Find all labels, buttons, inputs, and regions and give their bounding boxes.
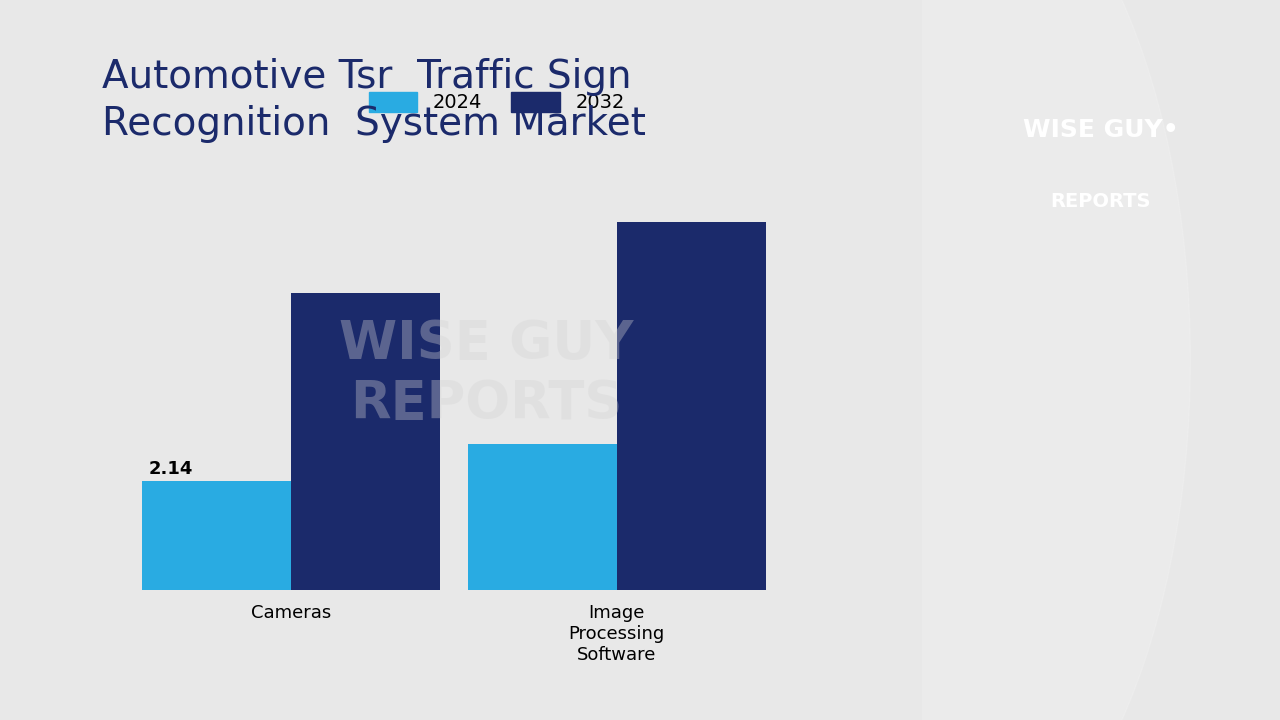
Text: REPORTS: REPORTS <box>1051 192 1151 211</box>
Legend: 2024, 2032: 2024, 2032 <box>361 84 632 120</box>
Text: 2.14: 2.14 <box>148 460 193 478</box>
Bar <box>142 481 291 590</box>
Text: WISE GUY
REPORTS: WISE GUY REPORTS <box>339 318 634 431</box>
Bar <box>291 294 440 590</box>
Text: WISE GUY•: WISE GUY• <box>1023 117 1179 142</box>
Bar <box>617 222 765 590</box>
Text: Automotive Tsr  Traffic Sign
Recognition  System Market: Automotive Tsr Traffic Sign Recognition … <box>102 58 646 143</box>
Circle shape <box>653 0 1190 720</box>
Bar <box>467 444 617 590</box>
